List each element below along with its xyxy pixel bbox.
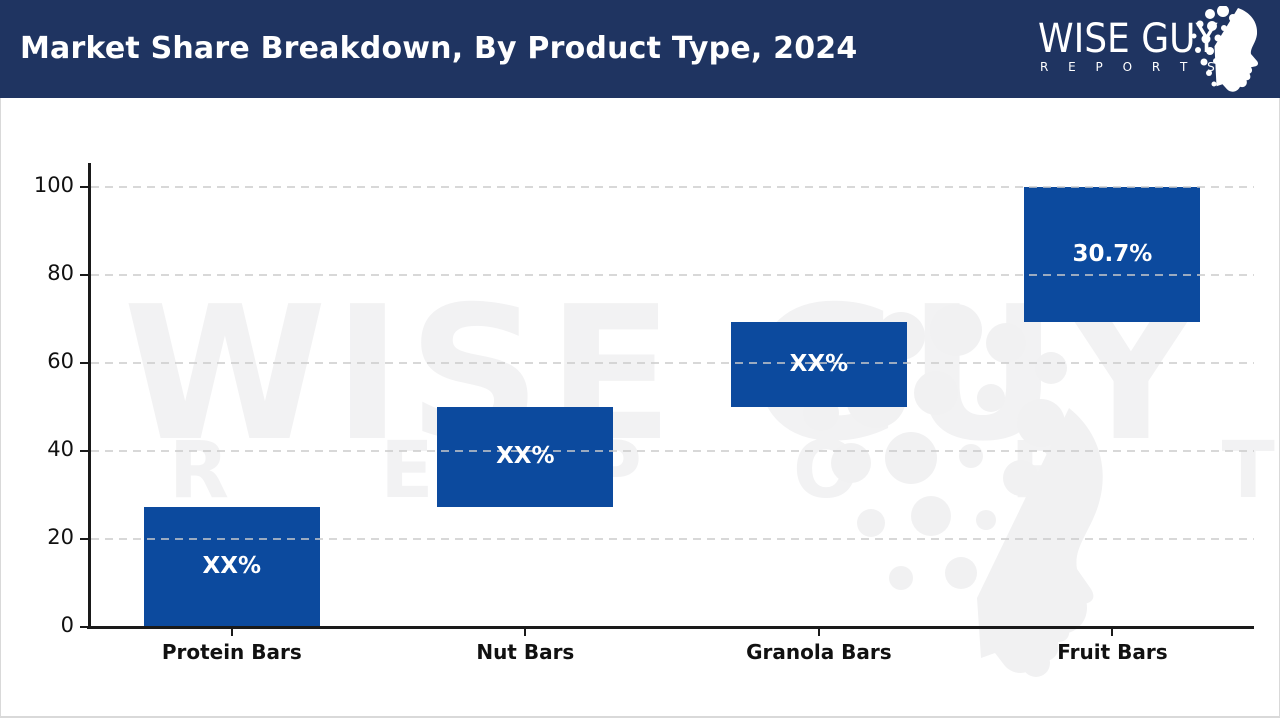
watermark-subtext: R E P O R T S	[169, 426, 1279, 516]
bar-value-label: XX%	[496, 443, 555, 470]
x-tick-1	[230, 628, 233, 636]
y-tick-20	[80, 538, 89, 540]
waterfall-chart: 0 20 40 60 80 100 XX% Protein Bars XX% Nut Bars XX…	[1, 98, 1279, 716]
bar-nut-bars	[437, 407, 614, 508]
x-tick-2	[524, 628, 527, 636]
logo-wordmark: WISE GUY	[1038, 16, 1218, 62]
y-tick-label-80: 80	[47, 261, 74, 285]
bar-value-label: XX%	[789, 350, 849, 377]
y-tick-40	[80, 450, 89, 452]
y-tick-100	[80, 186, 89, 188]
chart-title: Market Share Breakdown, By Product Type,…	[20, 31, 858, 66]
chart-card: WISE GUY R E P O R T S 0 20 40 60 80 100 XX% Pr…	[0, 98, 1280, 718]
y-tick-60	[80, 362, 89, 364]
x-axis-line	[87, 626, 1254, 629]
gridline-60	[91, 362, 1254, 364]
bar-protein-bars	[143, 507, 320, 627]
y-tick-label-40: 40	[47, 437, 74, 461]
bar-fruit-bars	[1024, 187, 1201, 323]
bar-granola-bars	[730, 322, 907, 407]
gridline-100	[91, 186, 1254, 188]
x-tick-3	[817, 628, 820, 636]
gridline-40	[91, 450, 1254, 452]
y-tick-label-100: 100	[33, 173, 74, 197]
logo-subtext: R E P O R T S	[1040, 60, 1223, 74]
gridline-20	[91, 538, 1254, 540]
y-tick-label-20: 20	[47, 525, 74, 549]
y-tick-label-0: 0	[60, 613, 74, 637]
y-tick-label-60: 60	[47, 349, 74, 373]
bar-value-label: 30.7%	[1072, 240, 1153, 267]
x-tick-4	[1111, 628, 1114, 636]
y-tick-0	[80, 626, 89, 628]
bar-value-label: XX%	[202, 553, 262, 580]
header-bar: Market Share Breakdown, By Product Type,…	[0, 0, 1280, 98]
logo-head-icon	[1191, 6, 1259, 92]
x-category-label: Granola Bars	[746, 640, 892, 664]
y-tick-80	[80, 274, 89, 276]
x-category-label: Nut Bars	[476, 640, 575, 664]
wiseguy-logo: WISE GUY R E P O R T S	[1012, 0, 1262, 98]
y-axis-line	[88, 163, 91, 629]
watermark-wordmark: WISE GUY	[123, 266, 1204, 482]
x-category-label: Fruit Bars	[1057, 640, 1168, 664]
gridline-80	[91, 274, 1254, 276]
x-category-label: Protein Bars	[161, 640, 302, 664]
